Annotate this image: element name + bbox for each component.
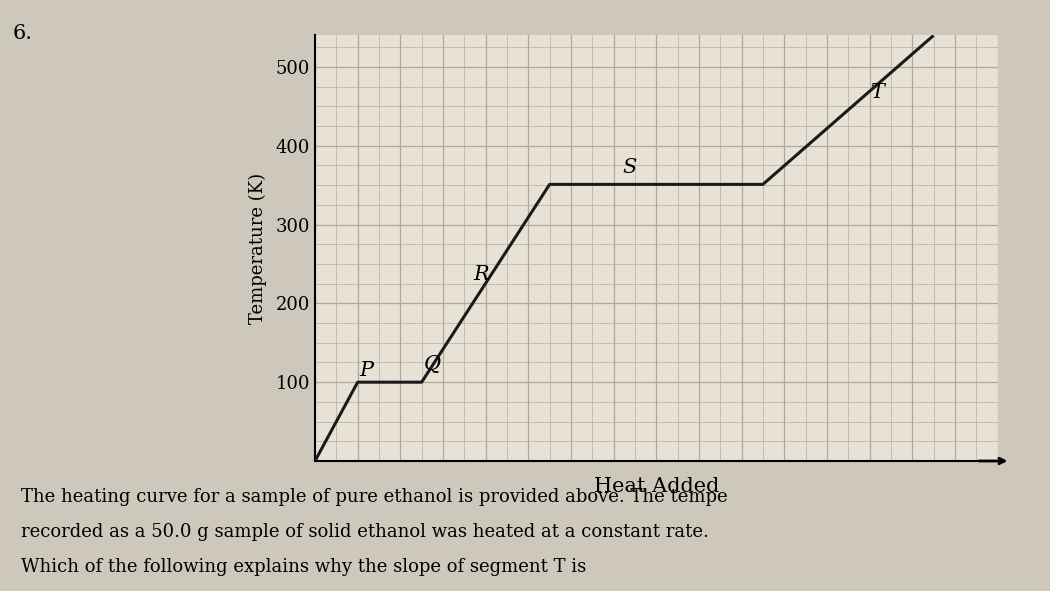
Text: S: S — [622, 158, 636, 177]
Text: The heating curve for a sample of pure ethanol is provided above. The tempe: The heating curve for a sample of pure e… — [21, 488, 728, 505]
Text: Q: Q — [424, 355, 441, 374]
Text: T: T — [869, 83, 883, 102]
Y-axis label: Temperature (K): Temperature (K) — [249, 173, 268, 324]
Text: P: P — [360, 361, 374, 380]
X-axis label: Heat Added: Heat Added — [593, 477, 719, 496]
Text: R: R — [472, 265, 488, 284]
Text: 6.: 6. — [13, 24, 33, 43]
Text: Which of the following explains why the slope of segment T is: Which of the following explains why the … — [21, 558, 586, 576]
Text: recorded as a 50.0 g sample of solid ethanol was heated at a constant rate.: recorded as a 50.0 g sample of solid eth… — [21, 523, 709, 541]
